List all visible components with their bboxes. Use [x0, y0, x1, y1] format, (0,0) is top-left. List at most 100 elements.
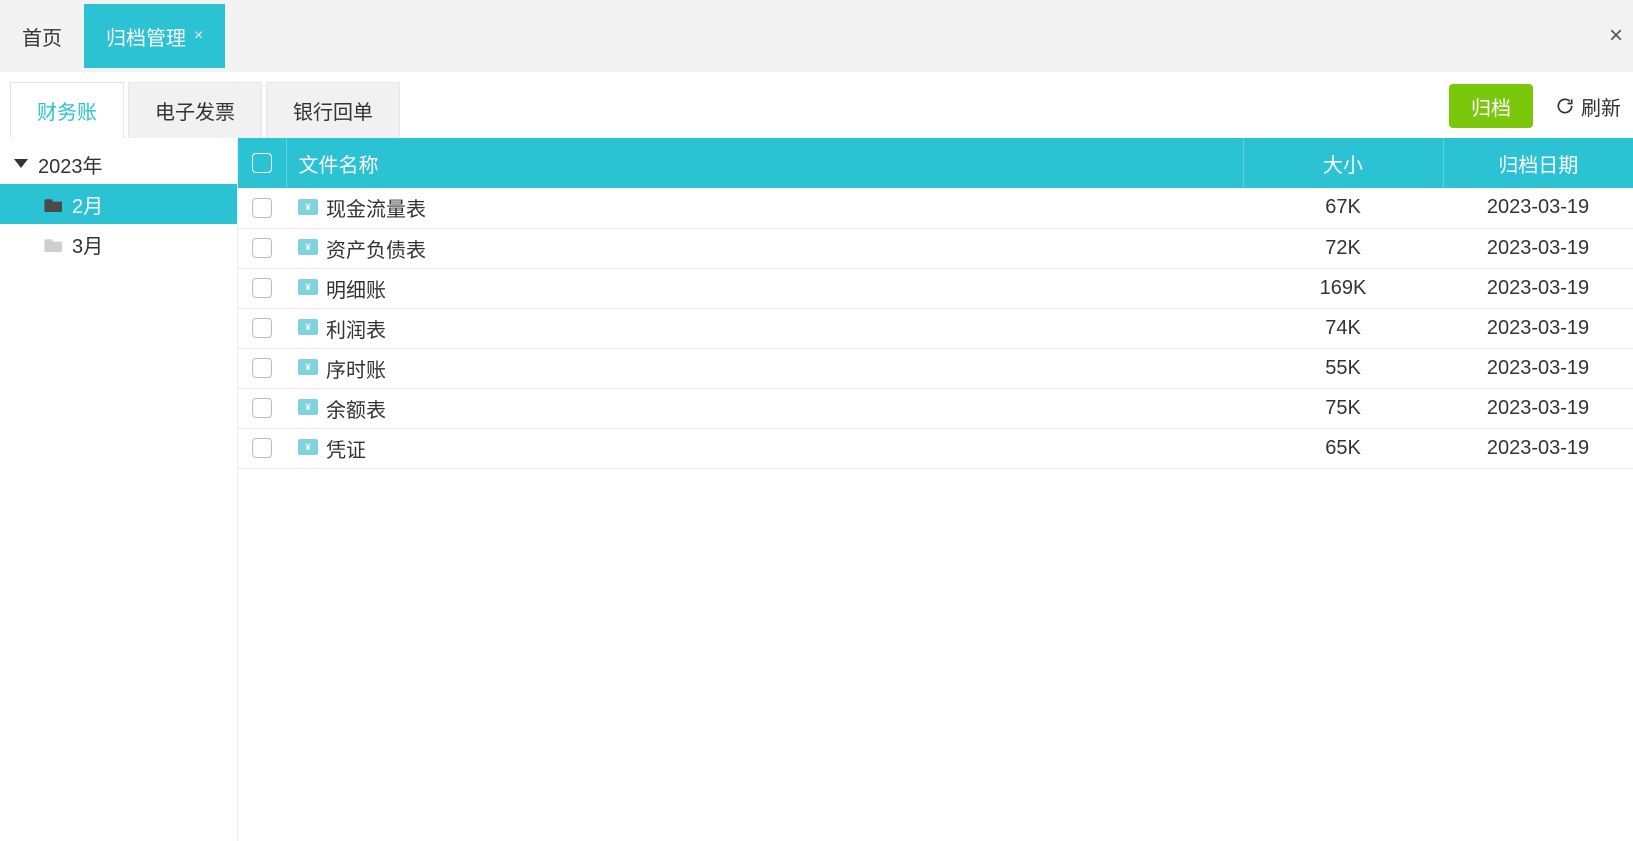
row-date-cell: 2023-03-19: [1443, 268, 1633, 308]
row-checkbox[interactable]: [252, 438, 272, 458]
main-split: 2023年 2月 3月 文件名称 大小: [0, 138, 1633, 841]
page-tab-home[interactable]: 首页: [0, 4, 84, 68]
sub-tab-label: 银行回单: [293, 96, 373, 125]
file-table-header-row: 文件名称 大小 归档日期: [238, 138, 1633, 188]
tree-node-month[interactable]: 2月: [0, 184, 237, 224]
row-name-cell: ¥ 资产负债表: [286, 228, 1243, 268]
tree-node-year[interactable]: 2023年: [0, 144, 237, 184]
refresh-button[interactable]: 刷新: [1555, 92, 1621, 121]
file-name: 资产负债表: [326, 240, 426, 262]
row-size-cell: 74K: [1243, 308, 1443, 348]
file-icon: ¥: [298, 239, 318, 255]
file-name: 凭证: [326, 440, 366, 462]
file-name: 余额表: [326, 400, 386, 422]
col-header-date[interactable]: 归档日期: [1443, 138, 1633, 188]
row-name-cell: ¥ 余额表: [286, 388, 1243, 428]
row-check-cell: [238, 188, 286, 228]
sub-tab-label: 财务账: [37, 96, 97, 125]
file-name: 序时账: [326, 360, 386, 382]
folder-icon: [44, 196, 64, 212]
row-name-cell: ¥ 利润表: [286, 308, 1243, 348]
page-tab-archive-mgmt[interactable]: 归档管理 ×: [84, 4, 225, 68]
file-icon: ¥: [298, 319, 318, 335]
sub-tab-label: 电子发票: [155, 96, 235, 125]
table-row[interactable]: ¥ 资产负债表 72K2023-03-19: [238, 228, 1633, 268]
table-row[interactable]: ¥ 余额表 75K2023-03-19: [238, 388, 1633, 428]
select-all-checkbox[interactable]: [252, 153, 272, 173]
close-icon[interactable]: ×: [194, 27, 203, 45]
row-date-cell: 2023-03-19: [1443, 228, 1633, 268]
col-header-size[interactable]: 大小: [1243, 138, 1443, 188]
row-name-cell: ¥ 现金流量表: [286, 188, 1243, 228]
file-icon: ¥: [298, 399, 318, 415]
row-size-cell: 72K: [1243, 228, 1443, 268]
sub-tab-einvoice[interactable]: 电子发票: [128, 82, 262, 138]
row-check-cell: [238, 348, 286, 388]
row-date-cell: 2023-03-19: [1443, 388, 1633, 428]
archive-button[interactable]: 归档: [1449, 84, 1533, 128]
svg-text:¥: ¥: [305, 202, 310, 212]
refresh-icon: [1555, 96, 1575, 116]
svg-text:¥: ¥: [305, 362, 310, 372]
row-size-cell: 67K: [1243, 188, 1443, 228]
file-icon: ¥: [298, 439, 318, 455]
row-date-cell: 2023-03-19: [1443, 308, 1633, 348]
row-date-cell: 2023-03-19: [1443, 348, 1633, 388]
row-check-cell: [238, 228, 286, 268]
row-checkbox[interactable]: [252, 278, 272, 298]
refresh-label: 刷新: [1581, 92, 1621, 121]
year-tree: 2023年 2月 3月: [0, 138, 238, 841]
tree-node-month[interactable]: 3月: [0, 224, 237, 264]
tree-month-label: 3月: [72, 230, 103, 259]
file-icon: ¥: [298, 279, 318, 295]
module-toolbar: 财务账 电子发票 银行回单 归档 刷新: [0, 72, 1633, 138]
file-table: 文件名称 大小 归档日期 ¥现金流量表67K2023-03-19¥资产负债表72…: [238, 138, 1633, 469]
row-size-cell: 75K: [1243, 388, 1443, 428]
svg-text:¥: ¥: [305, 282, 310, 292]
col-header-name[interactable]: 文件名称: [286, 138, 1243, 188]
row-name-cell: ¥ 序时账: [286, 348, 1243, 388]
row-date-cell: 2023-03-19: [1443, 428, 1633, 468]
file-icon: ¥: [298, 199, 318, 215]
page-tab-strip: 首页 归档管理 × ×: [0, 0, 1633, 72]
sub-tab-strip: 财务账 电子发票 银行回单: [10, 82, 404, 138]
row-size-cell: 169K: [1243, 268, 1443, 308]
sub-tab-finance[interactable]: 财务账: [10, 82, 124, 138]
file-name: 现金流量表: [326, 199, 426, 221]
row-checkbox[interactable]: [252, 318, 272, 338]
row-name-cell: ¥ 凭证: [286, 428, 1243, 468]
table-row[interactable]: ¥ 利润表 74K2023-03-19: [238, 308, 1633, 348]
sub-tab-bank-receipt[interactable]: 银行回单: [266, 82, 400, 138]
svg-text:¥: ¥: [305, 402, 310, 412]
svg-text:¥: ¥: [305, 322, 310, 332]
page-tab-right-controls: ×: [1609, 0, 1623, 72]
toolbar-actions: 归档 刷新: [1449, 84, 1621, 128]
table-row[interactable]: ¥ 凭证 65K2023-03-19: [238, 428, 1633, 468]
row-checkbox[interactable]: [252, 358, 272, 378]
row-check-cell: [238, 428, 286, 468]
row-name-cell: ¥明细账: [286, 268, 1243, 308]
row-size-cell: 65K: [1243, 428, 1443, 468]
row-size-cell: 55K: [1243, 348, 1443, 388]
file-icon: ¥: [298, 359, 318, 375]
page-tab-label: 首页: [22, 22, 62, 51]
row-check-cell: [238, 388, 286, 428]
row-checkbox[interactable]: [252, 398, 272, 418]
table-row[interactable]: ¥ 现金流量表 67K2023-03-19: [238, 188, 1633, 228]
row-checkbox[interactable]: [252, 198, 272, 218]
folder-icon: [44, 236, 64, 252]
row-check-cell: [238, 268, 286, 308]
caret-down-icon: [14, 159, 28, 168]
close-all-tabs-button[interactable]: ×: [1609, 24, 1623, 48]
page-tab-label: 归档管理: [106, 22, 186, 51]
svg-text:¥: ¥: [305, 442, 310, 452]
table-row[interactable]: ¥ 序时账 55K2023-03-19: [238, 348, 1633, 388]
row-date-cell: 2023-03-19: [1443, 188, 1633, 228]
row-checkbox[interactable]: [252, 238, 272, 258]
file-name: 利润表: [326, 320, 386, 342]
row-check-cell: [238, 308, 286, 348]
table-row[interactable]: ¥明细账169K2023-03-19: [238, 268, 1633, 308]
tree-month-label: 2月: [72, 190, 103, 219]
tree-year-label: 2023年: [38, 150, 103, 179]
svg-text:¥: ¥: [305, 242, 310, 252]
